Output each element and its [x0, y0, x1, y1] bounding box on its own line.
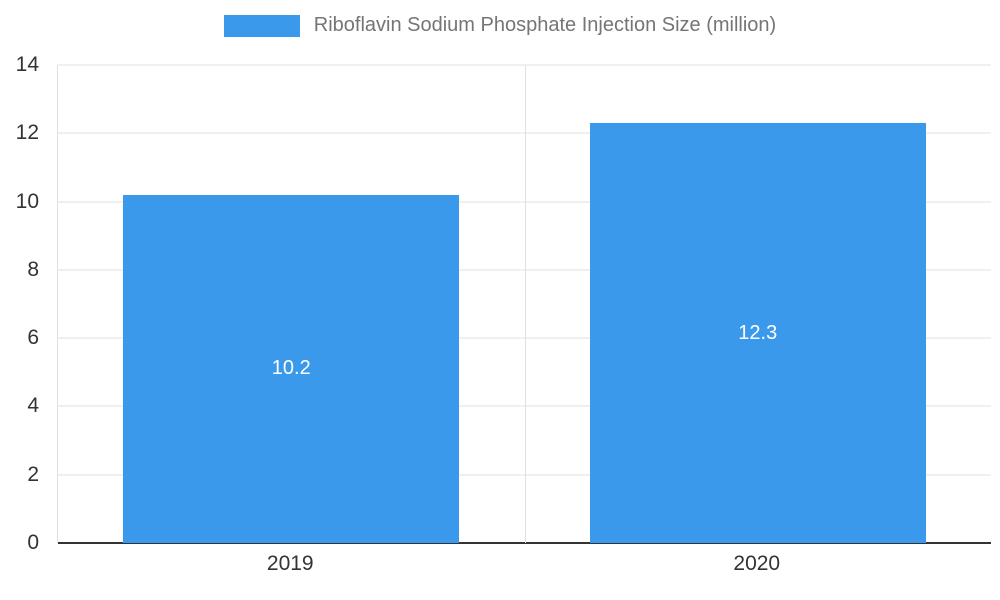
y-tick-label-12: 12	[15, 121, 39, 145]
y-tick-label-6: 6	[27, 326, 39, 350]
bar-value-label-2020: 12.3	[738, 321, 778, 344]
y-axis-tick-labels: 0 2 4 6 8 10 12 14	[0, 53, 49, 554]
legend: Riboflavin Sodium Phosphate Injection Si…	[0, 14, 1000, 37]
bar-2019: 10.2	[123, 194, 460, 543]
x-axis-category-labels: 2019 2020	[57, 552, 990, 586]
y-tick-label-0: 0	[27, 531, 39, 554]
plot-area: 10.2 12.3	[57, 64, 991, 544]
y-tick-label-14: 14	[15, 53, 39, 76]
x-tick-label-2020: 2020	[733, 552, 781, 575]
legend-swatch	[223, 14, 300, 37]
y-tick-label-8: 8	[27, 257, 39, 281]
bar-2020: 12.3	[589, 123, 926, 543]
x-axis-line	[58, 542, 991, 544]
x-tick-label-2019: 2019	[266, 552, 314, 575]
y-tick-label-10: 10	[15, 189, 39, 213]
y-tick-label-4: 4	[27, 394, 39, 418]
legend-label: Riboflavin Sodium Phosphate Injection Si…	[313, 14, 777, 36]
y-tick-label-2: 2	[27, 462, 39, 486]
bar-value-label-2019: 10.2	[271, 357, 311, 380]
gridline-x-boundary	[524, 65, 526, 543]
